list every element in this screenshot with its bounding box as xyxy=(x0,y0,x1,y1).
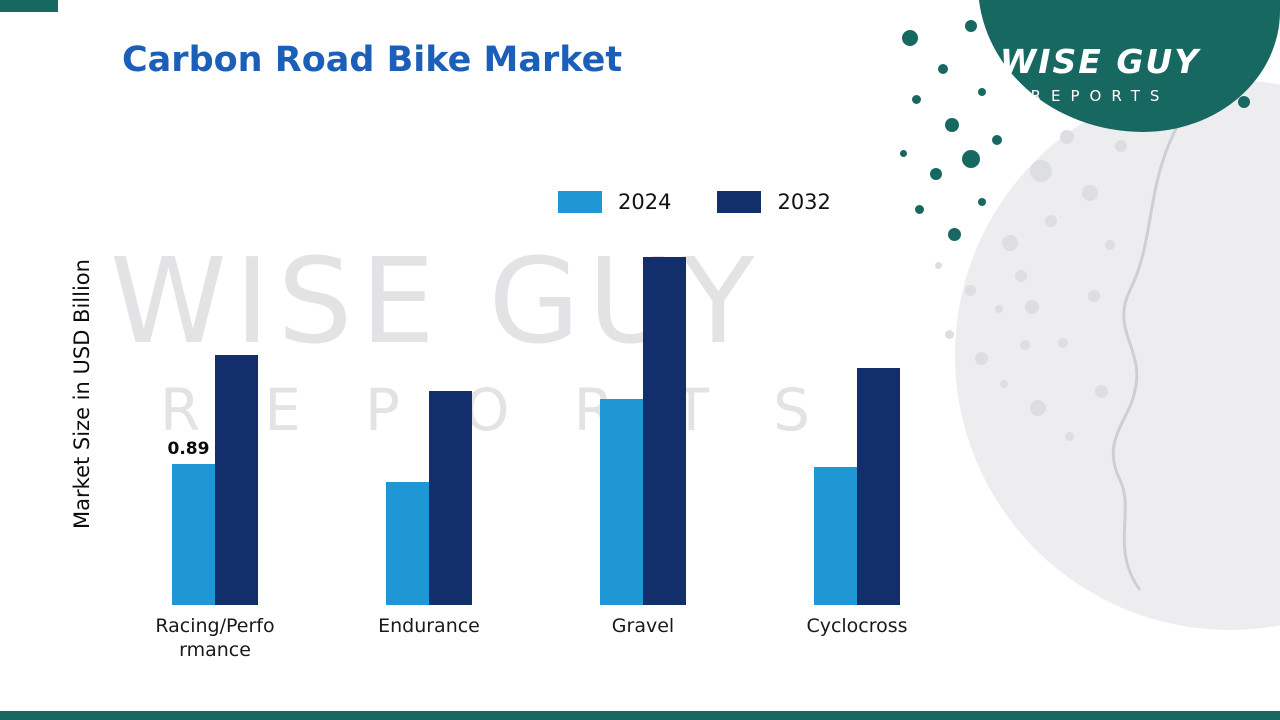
logo-subtitle: REPORTS xyxy=(1030,87,1170,105)
page-title: Carbon Road Bike Market xyxy=(122,40,623,80)
bar-2032-racing-performance xyxy=(215,354,258,605)
decorative-dot xyxy=(938,64,948,74)
bar-2024-racing-performance: 0.89 xyxy=(167,439,215,605)
category-label: Endurance xyxy=(378,615,480,637)
legend-swatch-2032 xyxy=(717,191,762,213)
logo-wordmark: WISE GUY xyxy=(999,42,1201,81)
decorative-dot xyxy=(965,20,977,32)
bar-group-cyclocross: Cyclocross xyxy=(806,225,908,637)
chart-legend: 2024 2032 xyxy=(558,190,831,214)
category-label: Gravel xyxy=(611,615,675,637)
decorative-dot xyxy=(935,262,942,269)
face-profile-outline xyxy=(1111,89,1202,591)
decorative-dot xyxy=(948,228,961,241)
y-axis-label: Market Size in USD Billion xyxy=(70,259,94,529)
bar-2032-endurance xyxy=(429,391,472,605)
category-label: Cyclocross xyxy=(806,615,908,637)
decorative-dot xyxy=(912,95,921,104)
bar-group-racing-performance: 0.89 Racing/Performance xyxy=(155,225,275,661)
decorative-dot xyxy=(962,150,980,168)
category-label: Racing/Performance xyxy=(155,615,275,661)
wiseguy-logo: WISE GUY REPORTS xyxy=(975,42,1225,105)
bar-2024-gravel xyxy=(600,399,643,605)
legend-item-2024: 2024 xyxy=(558,190,671,214)
decorative-dot xyxy=(992,135,1002,145)
bar-2032-cyclocross xyxy=(857,367,900,605)
top-left-accent-bar xyxy=(0,0,58,12)
decorative-dot xyxy=(900,150,907,157)
decorative-dot xyxy=(915,205,924,214)
decorative-dot xyxy=(978,198,986,206)
decorative-dot xyxy=(930,168,942,180)
bar-2024-endurance xyxy=(386,481,429,605)
decorative-dot xyxy=(945,330,954,339)
decorative-dot xyxy=(945,118,959,132)
bar-value-label: 0.89 xyxy=(167,439,210,460)
legend-label: 2032 xyxy=(777,190,831,214)
bar-group-endurance: Endurance xyxy=(378,225,480,637)
legend-label: 2024 xyxy=(618,190,672,214)
bar-chart-plot-area: 0.89 Racing/Performance Endurance Gravel Cyc… xyxy=(155,225,908,661)
bar-group-gravel: Gravel xyxy=(600,225,686,637)
legend-item-2032: 2032 xyxy=(717,190,831,214)
bar-2024-cyclocross xyxy=(814,467,857,605)
legend-swatch-2024 xyxy=(558,191,602,213)
decorative-dot xyxy=(902,30,918,46)
watermark-subtitle: REPORTS xyxy=(160,376,874,444)
bottom-accent-bar xyxy=(0,711,1280,720)
bar-2032-gravel xyxy=(643,256,686,605)
